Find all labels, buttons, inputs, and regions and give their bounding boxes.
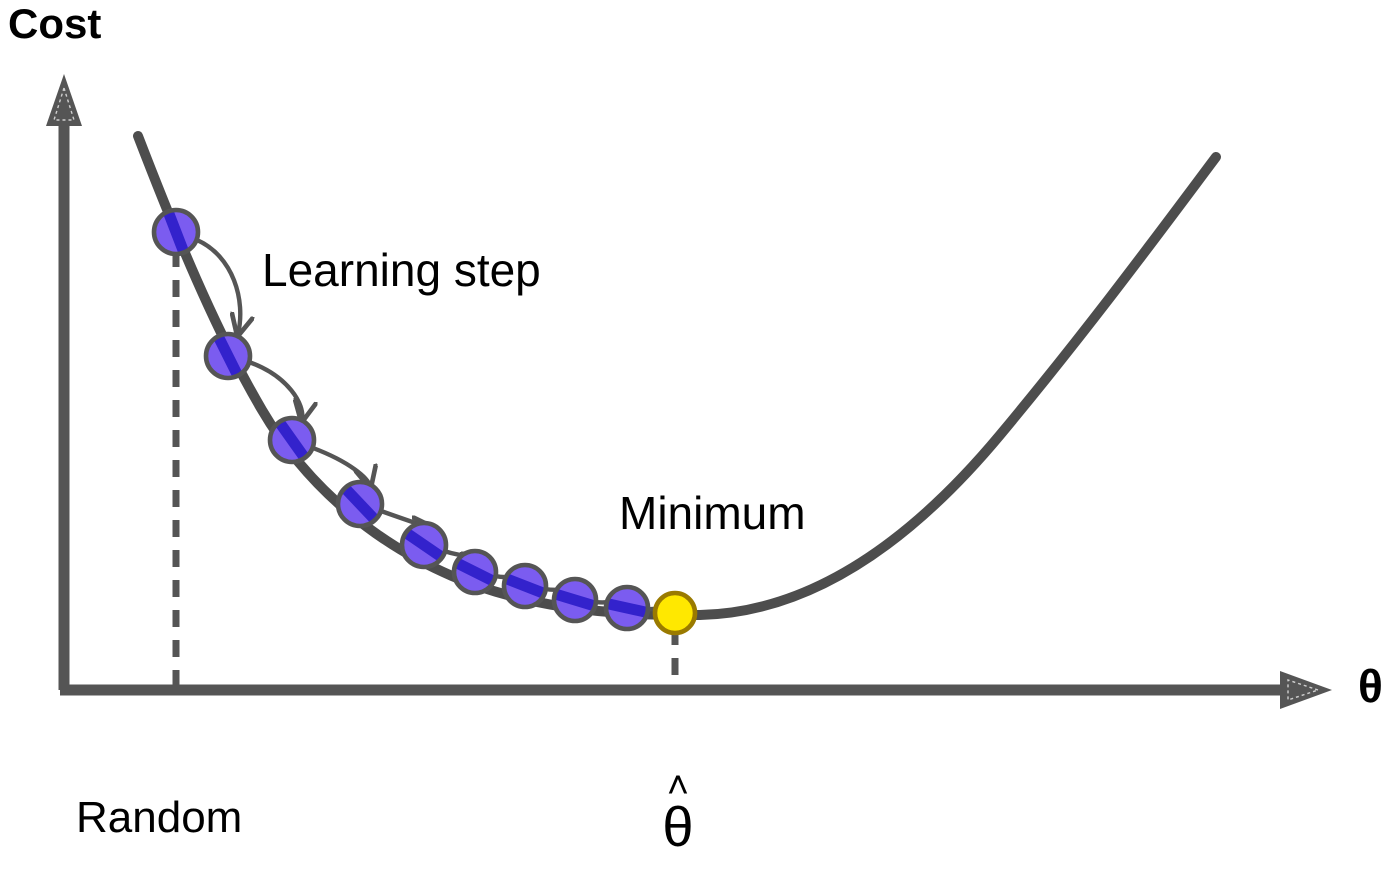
iterate-balls [151,207,698,636]
theta-hat-caret: ˄ [666,765,690,807]
y-axis-label-cost: Cost [8,0,102,47]
annotation-minimum: Minimum [619,487,806,539]
learning-step-arc-2 [246,359,302,420]
iterate-ball [203,331,253,381]
iterate-ball [151,207,201,257]
y-axis-arrowhead-inner-outline [53,85,75,121]
iterate-ball [451,548,499,596]
axis-group [46,74,1332,709]
learning-step-arc-1 [194,237,240,334]
annotation-learning-step: Learning step [262,244,541,296]
iterate-ball [551,576,599,624]
annotation-theta-hat: ˄ θ [643,765,713,858]
iterate-ball [399,520,449,570]
x-axis-arrowhead-inner-outline [1287,679,1321,701]
annotation-random-initial-value: Random initial value [76,702,294,871]
theta-hat-symbol: θ [662,794,694,858]
cost-curve [133,131,1221,621]
minimum-ball [652,590,698,636]
y-axis-arrowhead [46,74,82,126]
cost-curve-group [133,131,1221,621]
annotation-random-initial-value-line1: Random [76,793,243,843]
x-axis-arrowhead [1280,671,1332,709]
dashed-guides [172,250,679,690]
iterate-ball [603,584,651,632]
x-axis-label-theta: θ [1358,660,1383,712]
iterate-ball [267,415,317,465]
iterate-ball [335,479,385,529]
iterate-ball [501,562,549,610]
